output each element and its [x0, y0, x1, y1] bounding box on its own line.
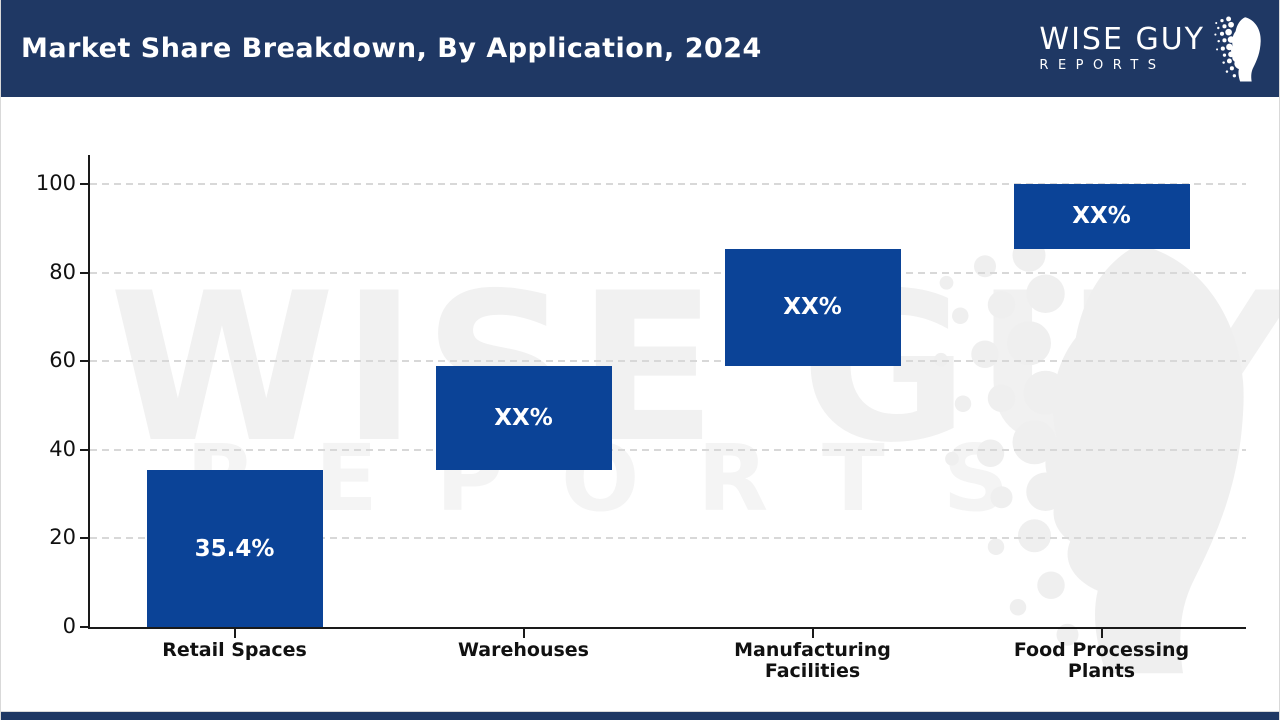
x-axis [88, 627, 1246, 629]
y-tickmark [80, 183, 90, 185]
y-axis [88, 155, 90, 629]
x-tickmark [522, 629, 525, 638]
header: Market Share Breakdown, By Application, … [1, 0, 1279, 97]
gridline-60 [90, 360, 1246, 363]
logo-wordmark: WISE GUY [1039, 22, 1205, 57]
gridline-20 [90, 537, 1246, 540]
wiseguy-logo: WISE GUY REPORTS [1039, 14, 1265, 84]
y-tickmark [80, 626, 90, 628]
y-tickmark [80, 537, 90, 540]
bar-value-label: XX% [494, 404, 553, 431]
y-tick-label: 100 [35, 171, 76, 195]
category-label-warehouses: Warehouses [458, 639, 589, 661]
x-tickmark [811, 629, 814, 638]
bar-warehouses: XX% [435, 365, 612, 471]
category-label-manufacturing-facilities: Manufacturing Facilities [734, 639, 891, 682]
y-tick-label: 0 [62, 614, 76, 638]
bar-value-label: XX% [783, 294, 842, 321]
logo-head-icon [1214, 15, 1261, 82]
page-title: Market Share Breakdown, By Application, … [21, 33, 762, 64]
gridline-100 [90, 183, 1246, 185]
gridline-80 [90, 271, 1246, 274]
gridline-40 [90, 448, 1246, 451]
y-tickmark [80, 448, 90, 451]
x-tickmark [1100, 629, 1103, 638]
x-tickmark [233, 629, 236, 638]
bar-manufacturing-facilities: XX% [724, 248, 901, 366]
y-tick-label: 60 [49, 348, 76, 373]
bar-value-label: XX% [1072, 203, 1131, 230]
footer-bar [1, 711, 1279, 720]
y-tick-label: 20 [49, 525, 76, 550]
category-label-retail-spaces: Retail Spaces [162, 639, 307, 661]
bar-value-label: 35.4% [194, 535, 275, 562]
y-tick-label: 40 [49, 436, 76, 461]
logo-subtext: REPORTS [1039, 58, 1166, 73]
y-tickmark [80, 360, 90, 363]
y-tick-label: 80 [49, 259, 76, 284]
bar-food-processing-plants: XX% [1013, 184, 1190, 249]
category-label-food-processing-plants: Food Processing Plants [1013, 639, 1190, 682]
bar-retail-spaces: 35.4% [146, 470, 323, 627]
y-tickmark [80, 271, 90, 274]
